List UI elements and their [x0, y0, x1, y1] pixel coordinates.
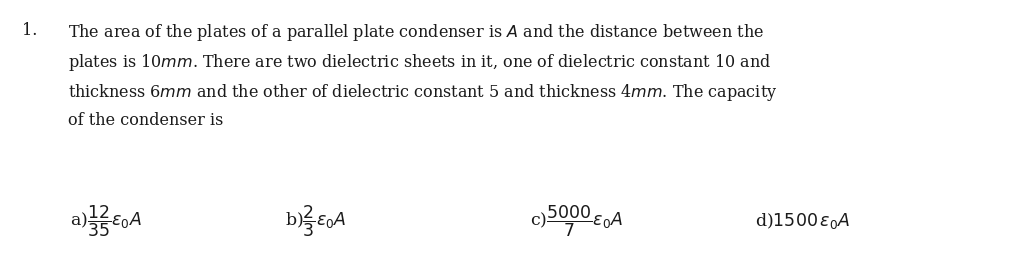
Text: The area of the plates of a parallel plate condenser is $A$ and the distance bet: The area of the plates of a parallel pla… — [68, 22, 764, 43]
Text: b)$\dfrac{2}{3}\varepsilon_0 A$: b)$\dfrac{2}{3}\varepsilon_0 A$ — [285, 203, 346, 239]
Text: plates is 10$mm$. There are two dielectric sheets in it, one of dielectric const: plates is 10$mm$. There are two dielectr… — [68, 52, 771, 73]
Text: d)$1500\,\varepsilon_0 A$: d)$1500\,\varepsilon_0 A$ — [755, 211, 850, 231]
Text: a)$\dfrac{12}{35}\varepsilon_0 A$: a)$\dfrac{12}{35}\varepsilon_0 A$ — [70, 203, 141, 239]
Text: 1.: 1. — [22, 22, 37, 39]
Text: thickness 6$mm$ and the other of dielectric constant 5 and thickness 4$mm$. The : thickness 6$mm$ and the other of dielect… — [68, 82, 777, 103]
Text: of the condenser is: of the condenser is — [68, 112, 223, 129]
Text: c)$\dfrac{5000}{7}\varepsilon_0 A$: c)$\dfrac{5000}{7}\varepsilon_0 A$ — [530, 203, 624, 239]
